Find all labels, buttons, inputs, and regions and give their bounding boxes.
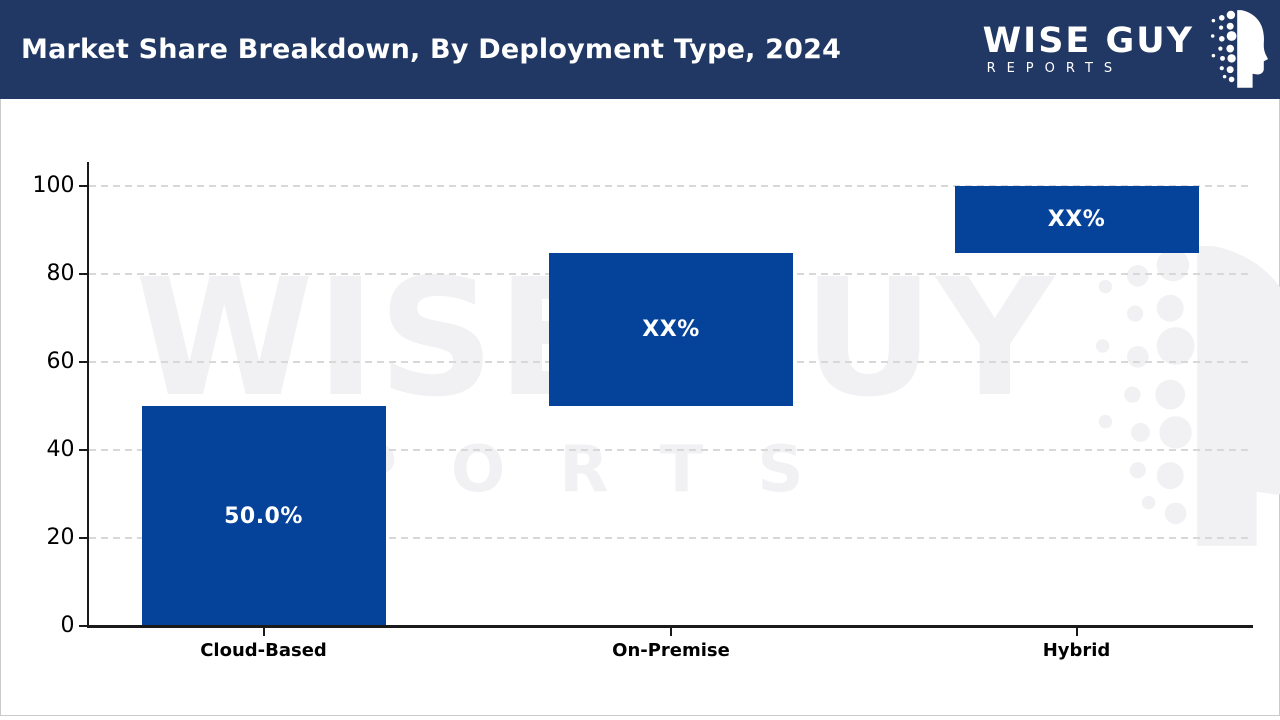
y-tick-label: 100 [32, 173, 75, 198]
logo-wordmark: WISE GUY [982, 21, 1194, 61]
gridline [89, 449, 1253, 451]
x-axis-label: On-Premise [612, 640, 730, 661]
bar-value-label: XX% [1047, 207, 1106, 233]
logo-subtitle: REPORTS [986, 61, 1124, 76]
y-tick [78, 449, 87, 451]
bar-on-premise: XX% [549, 253, 793, 406]
y-tick [78, 625, 87, 627]
x-tick [262, 627, 265, 636]
chart-title: Market Share Breakdown, By Deployment Ty… [21, 34, 842, 65]
header: Market Share Breakdown, By Deployment Ty… [0, 0, 1280, 99]
bar-value-label: 50.0% [224, 503, 303, 529]
y-tick [78, 273, 87, 275]
dotted-head-profile-icon [1210, 9, 1268, 88]
gridline [89, 537, 1253, 539]
y-tick-label: 0 [60, 613, 75, 638]
y-tick-label: 60 [46, 349, 75, 374]
y-tick-label: 40 [46, 437, 75, 462]
x-axis-line [86, 624, 1253, 628]
bar-hybrid: XX% [954, 186, 1199, 254]
x-axis-label: Cloud-Based [200, 640, 327, 661]
y-tick-label: 80 [46, 261, 75, 286]
y-tick [78, 537, 87, 539]
y-tick [78, 361, 87, 363]
brand-logo-text: WISE GUY REPORTS [982, 21, 1194, 76]
x-axis-label: Hybrid [1042, 640, 1111, 661]
y-axis-line [86, 162, 89, 628]
x-tick [670, 627, 672, 636]
bar-value-label: XX% [642, 317, 700, 343]
bar-cloud-based: 50.0% [141, 406, 386, 626]
y-tick-label: 20 [46, 525, 75, 550]
y-tick [78, 185, 87, 187]
brand-logo: WISE GUY REPORTS [983, 8, 1268, 92]
gridline [89, 185, 1253, 187]
x-tick [1075, 627, 1078, 636]
